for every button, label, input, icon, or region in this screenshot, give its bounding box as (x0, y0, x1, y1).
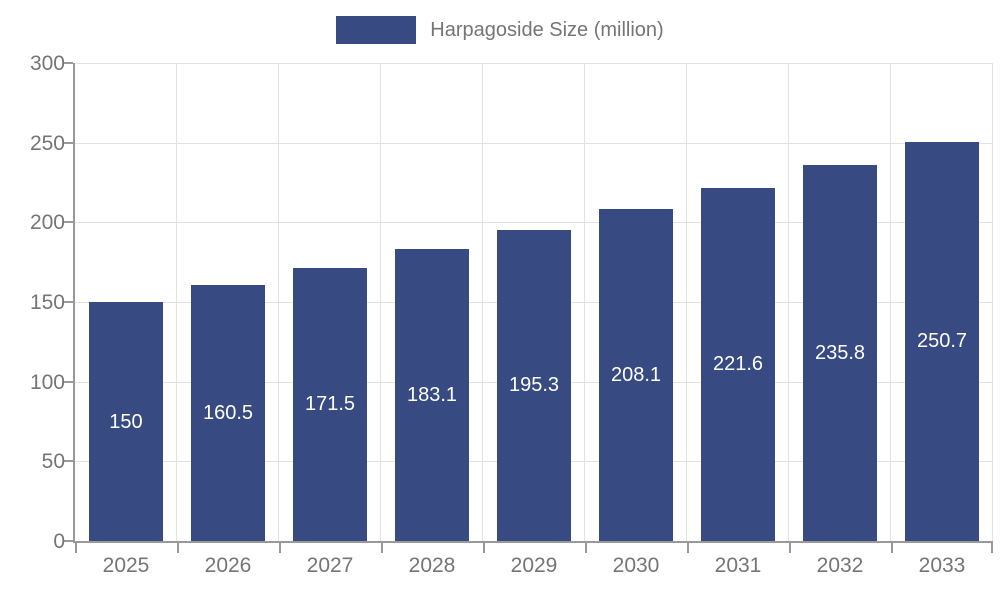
x-axis-tick-label: 2025 (102, 554, 150, 577)
x-axis-tick (585, 543, 587, 553)
bar-value-label: 183.1 (406, 384, 458, 407)
x-axis-tick (483, 543, 485, 553)
bar-value-label: 235.8 (814, 342, 866, 365)
x-axis-tick (279, 543, 281, 553)
x-axis-tick (991, 543, 993, 553)
x-axis-tick-label: 2026 (204, 554, 252, 577)
x-axis-tick (789, 543, 791, 553)
y-axis-tick-label: 250 (29, 131, 65, 155)
y-axis-tick-label: 200 (29, 211, 65, 235)
bar-value-label: 208.1 (610, 364, 662, 387)
bar-2030: 208.1 (599, 209, 673, 541)
bar-2033: 250.7 (905, 141, 979, 541)
x-axis-tick (891, 543, 893, 553)
gridline-vertical (380, 63, 381, 541)
y-axis-tick-label: 50 (41, 450, 65, 474)
bar-value-label: 250.7 (916, 330, 968, 353)
x-axis-tick (381, 543, 383, 553)
legend-swatch (336, 16, 417, 44)
x-axis-tick-label: 2030 (612, 554, 660, 577)
bar-2032: 235.8 (803, 165, 877, 541)
bar-2028: 183.1 (395, 249, 469, 541)
bar-value-label: 150 (109, 410, 143, 433)
x-axis-tick-label: 2029 (510, 554, 558, 577)
x-axis-tick (177, 543, 179, 553)
x-axis-tick-label: 2028 (408, 554, 456, 577)
gridline-vertical (890, 63, 891, 541)
bar-value-label: 195.3 (508, 374, 560, 397)
bar-value-label: 171.5 (304, 393, 356, 416)
legend-label: Harpagoside Size (million) (430, 18, 664, 41)
y-axis-tick-label: 0 (53, 530, 65, 553)
y-axis-tick-label: 300 (29, 52, 65, 75)
y-axis-tick-label: 150 (29, 291, 65, 314)
y-axis-tick (63, 221, 73, 224)
bar-2026: 160.5 (191, 285, 265, 541)
y-axis-tick (63, 540, 73, 542)
y-axis-tick (63, 141, 73, 144)
bar-2025: 150 (89, 302, 163, 541)
gridline-vertical (788, 63, 789, 541)
gridline-vertical (482, 63, 483, 541)
y-axis-tick (63, 380, 73, 383)
y-axis-tick (63, 460, 73, 463)
gridline-vertical (278, 63, 279, 541)
x-axis-tick-label: 2031 (714, 554, 762, 577)
gridline-vertical (992, 63, 993, 541)
x-axis-tick (75, 543, 77, 553)
gridline-horizontal (75, 222, 993, 224)
bar-2031: 221.6 (701, 187, 775, 541)
bar-value-label: 160.5 (202, 402, 254, 425)
y-axis-tick (63, 62, 73, 64)
x-axis-tick-label: 2027 (306, 554, 354, 577)
gridline-vertical (176, 63, 177, 541)
legend: Harpagoside Size (million) (0, 16, 1000, 44)
gridline-vertical (584, 63, 585, 541)
x-axis-tick-label: 2033 (918, 554, 966, 577)
bar-2029: 195.3 (497, 229, 571, 541)
gridline-vertical (686, 63, 687, 541)
x-axis-tick (687, 543, 689, 553)
y-axis-tick (63, 301, 73, 303)
gridline-horizontal (75, 142, 993, 144)
bar-2027: 171.5 (293, 267, 367, 541)
plot-area: 0 50 100 150 200 250 300 2025 150 2026 160.5 2027 17… (30, 53, 993, 576)
gridline-horizontal (75, 63, 993, 64)
bar-value-label: 221.6 (712, 353, 764, 376)
y-axis-tick-label: 100 (29, 370, 65, 394)
x-axis-tick-label: 2032 (816, 554, 864, 577)
